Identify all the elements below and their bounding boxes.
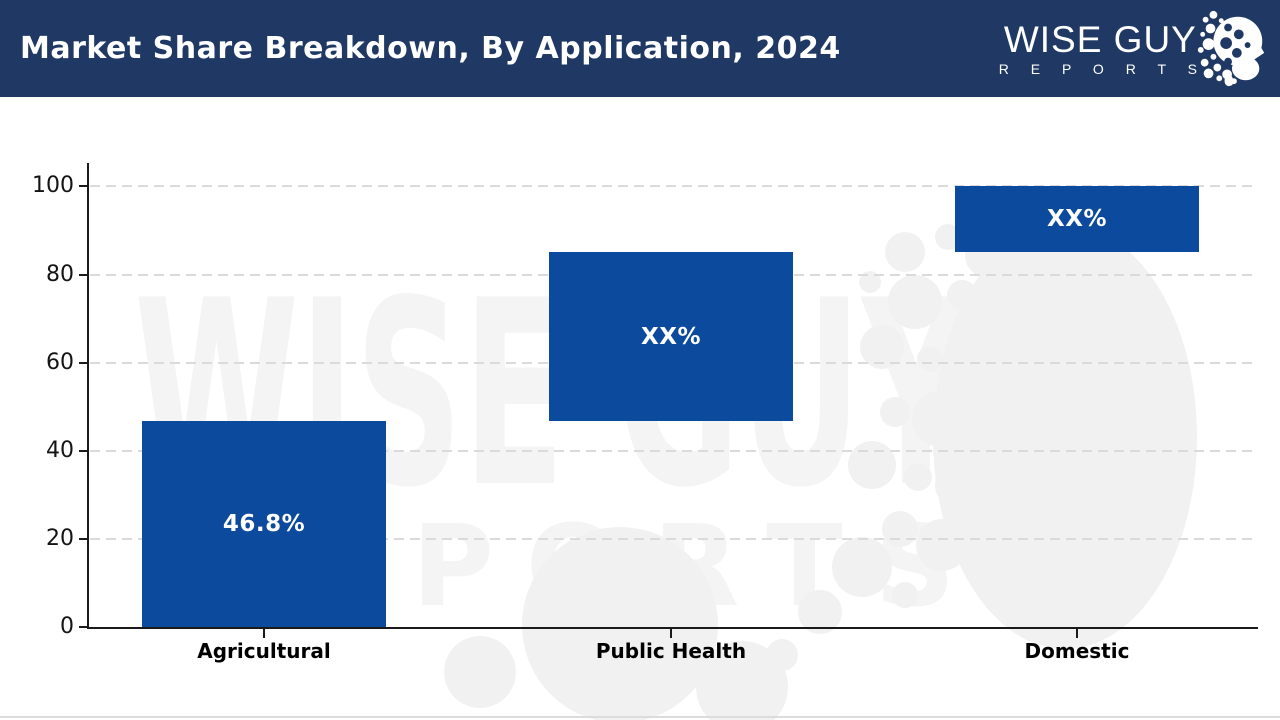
bar-public-health: XX%: [549, 252, 793, 421]
y-axis-tick: [79, 273, 88, 276]
brand-logo: WISE GUY R E P O R T S: [995, 0, 1266, 97]
y-axis-tick: [79, 626, 88, 628]
bar-value-label: 46.8%: [222, 510, 306, 537]
y-axis-tick-label: 80: [46, 261, 74, 287]
gridline: [90, 449, 1256, 452]
x-axis-category-label: Agricultural: [197, 639, 331, 663]
bar-value-label: XX%: [1046, 206, 1107, 233]
gridline: [90, 185, 1256, 188]
x-axis-line: [87, 627, 1258, 629]
y-axis-tick: [79, 537, 88, 540]
x-axis-category-label: Public Health: [595, 639, 747, 663]
y-axis-tick: [79, 449, 88, 452]
y-axis-tick-label: 20: [46, 525, 74, 551]
x-axis-tick: [1076, 629, 1078, 638]
y-axis-tick-label: 0: [60, 614, 74, 639]
y-axis-line: [87, 163, 89, 629]
x-axis-category-label: Domestic: [1024, 639, 1130, 663]
y-axis-tick-label: 40: [46, 437, 74, 463]
y-axis-tick-label: 100: [32, 173, 74, 199]
bar-agricultural: 46.8%: [142, 420, 386, 627]
y-axis-tick: [79, 185, 88, 188]
logo-subtext: R E P O R T S: [998, 61, 1206, 77]
page-title: Market Share Breakdown, By Application, …: [20, 31, 841, 66]
bottom-divider: [0, 716, 1280, 718]
logo-head-icon: [1197, 10, 1265, 86]
bar-domestic: XX%: [955, 186, 1199, 253]
y-axis-tick: [79, 361, 88, 364]
y-axis-tick-label: 60: [46, 349, 74, 375]
logo-wordmark: WISE GUY: [1003, 19, 1197, 60]
header: Market Share Breakdown, By Application, …: [0, 0, 1280, 97]
x-axis-tick: [263, 629, 265, 638]
bar-value-label: XX%: [640, 323, 701, 350]
watermark-dotted-head-graphic: [444, 224, 1197, 720]
x-axis-tick: [670, 629, 672, 638]
gridline: [90, 537, 1256, 540]
